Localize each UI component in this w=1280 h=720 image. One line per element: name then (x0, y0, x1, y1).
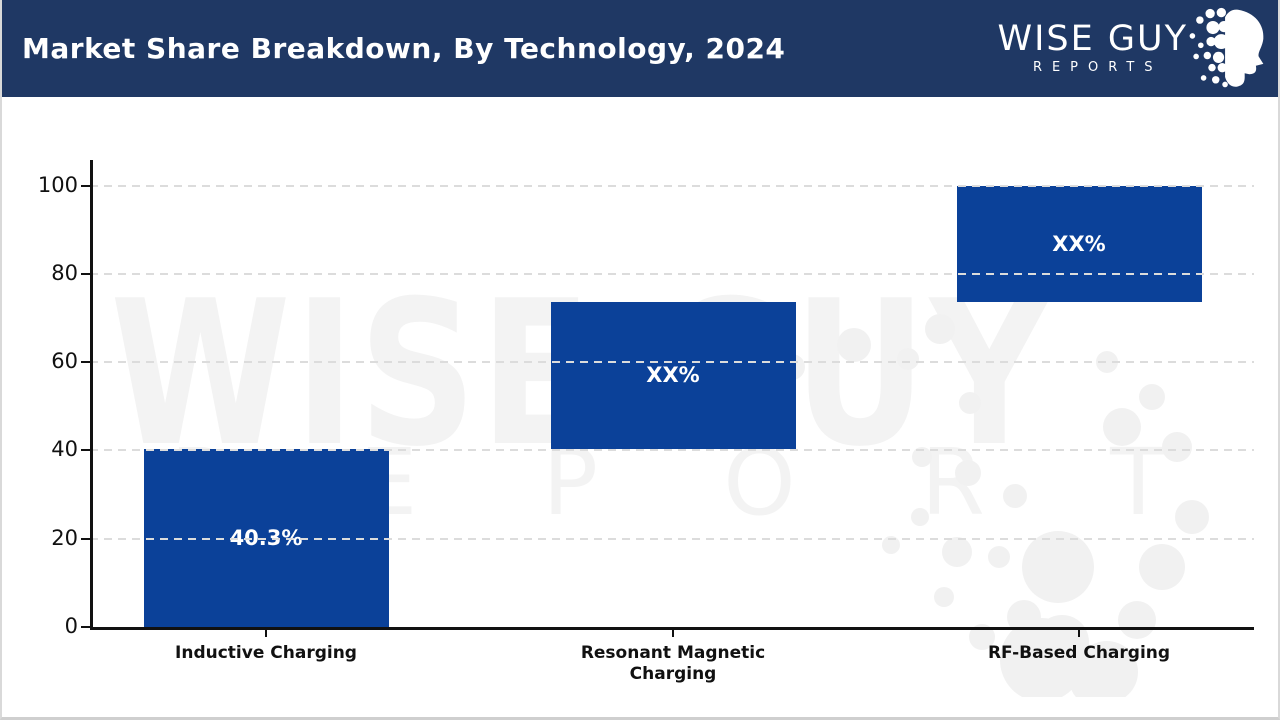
category-label: RF-Based Charging (987, 643, 1171, 663)
x-tick-mark (1078, 629, 1080, 637)
y-tick-mark (81, 449, 90, 452)
logo-face-icon (1189, 7, 1264, 87)
chart-area: WISE GUY R E P O R T S 40.3% Inductive Ch… (2, 97, 1278, 715)
x-tick-mark (672, 629, 674, 637)
gridline (90, 184, 1254, 187)
x-tick-mark (265, 629, 267, 637)
page-title: Market Share Breakdown, By Technology, 2… (22, 32, 786, 65)
y-tick-mark (81, 272, 90, 275)
y-tick-label: 100 (37, 172, 78, 197)
category-label: Resonant Magnetic Charging (580, 643, 766, 684)
y-tick-label: 80 (51, 260, 78, 285)
bar-segment: XX% (956, 185, 1202, 302)
y-tick-label: 20 (51, 525, 78, 550)
y-tick-label: 60 (51, 349, 78, 374)
category-label: Inductive Charging (175, 643, 357, 663)
gridline (90, 272, 1254, 275)
y-tick-label: 40 (51, 437, 78, 462)
x-axis-line (90, 627, 1254, 630)
y-tick-mark (81, 361, 90, 364)
bar-segment: XX% (550, 301, 796, 450)
gridline (90, 361, 1254, 364)
y-tick-label: 0 (64, 614, 78, 638)
bar-value-label: XX% (646, 363, 700, 388)
logo-wordmark: WISE GUY REPORTS (997, 21, 1188, 77)
y-tick-mark (81, 184, 90, 187)
y-tick-mark (81, 626, 90, 628)
header-bar: Market Share Breakdown, By Technology, 2… (2, 0, 1278, 97)
logo-wordmark-sub: REPORTS (1032, 59, 1163, 75)
y-tick-mark (81, 537, 90, 540)
y-axis-line (90, 160, 93, 630)
brand-logo: WISE GUY REPORTS (997, 5, 1268, 93)
gridline (90, 449, 1254, 452)
logo-wordmark-main: WISE GUY (997, 18, 1188, 59)
gridline (90, 537, 1254, 540)
bar-value-label: XX% (1052, 231, 1106, 256)
